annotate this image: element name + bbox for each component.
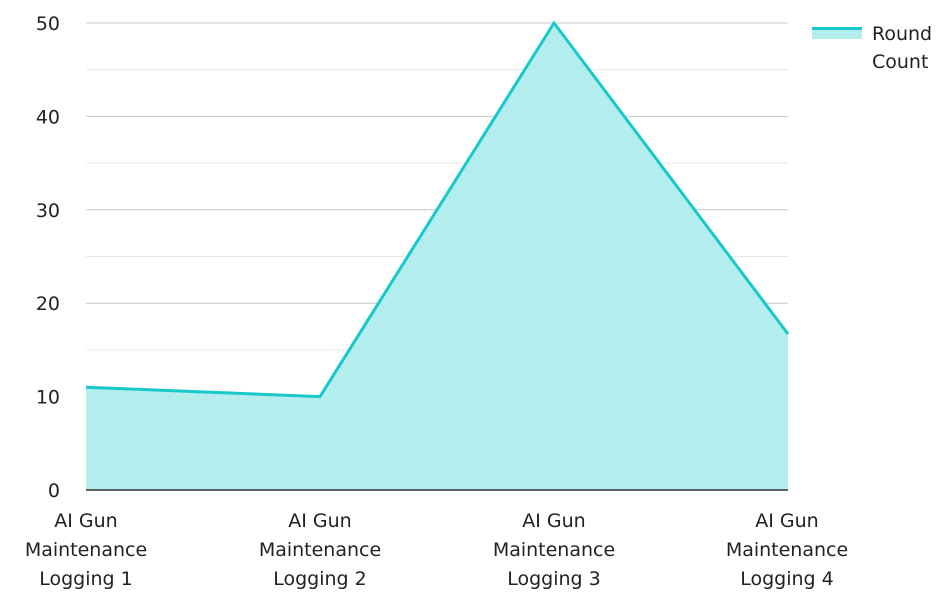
x-category-label: AI Gun Maintenance Logging 4 — [726, 510, 848, 590]
x-category-label: AI Gun Maintenance Logging 3 — [493, 510, 615, 590]
y-tick-label: 30 — [36, 200, 60, 222]
y-tick-label: 0 — [48, 480, 60, 502]
series-area-group — [85, 20, 790, 491]
x-category-label: AI Gun Maintenance Logging 1 — [25, 510, 147, 590]
y-tick-label: 20 — [36, 293, 60, 315]
y-tick-label: 10 — [36, 387, 60, 409]
x-category-label: AI Gun Maintenance Logging 2 — [259, 510, 381, 590]
y-axis-ticks: 0 10 20 30 40 50 — [36, 13, 60, 502]
legend-swatch-round-count — [812, 27, 862, 39]
y-tick-label: 50 — [36, 13, 60, 35]
series-area-fill — [86, 23, 788, 490]
x-axis-ticks: AI Gun Maintenance Logging 1 AI Gun Maintena… — [25, 510, 848, 590]
series-line — [85, 20, 790, 399]
legend-label-round-count: Round Count — [872, 23, 933, 73]
y-tick-label: 40 — [36, 106, 60, 128]
legend: Round Count — [812, 20, 949, 76]
